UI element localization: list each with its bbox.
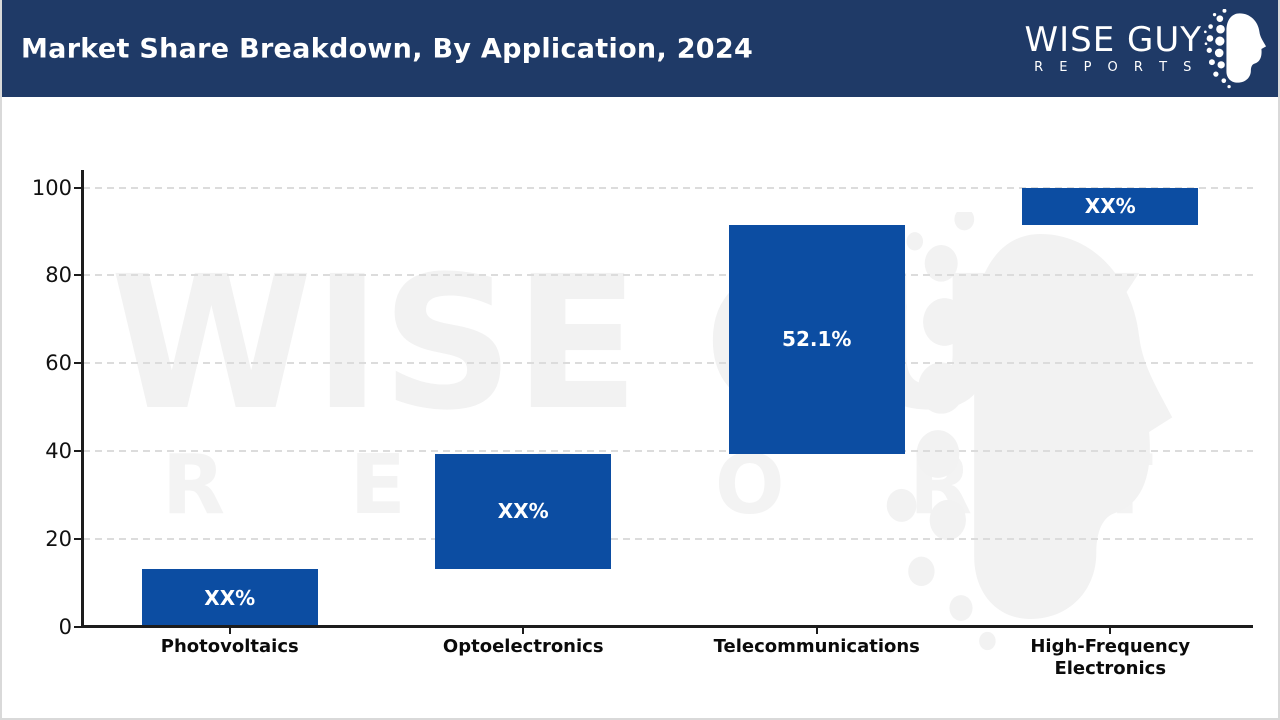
y-tick-mark [74, 362, 82, 365]
y-tick-label: 0 [58, 615, 72, 639]
y-tick-mark [74, 186, 82, 189]
bar-value-label: XX% [497, 498, 549, 523]
x-axis-label: High-Frequency Electronics [1030, 636, 1191, 679]
logo-wordmark: WISE GUY [1024, 20, 1202, 61]
gridline [83, 450, 1253, 453]
x-tick-mark [522, 627, 525, 634]
wiseguy-face-icon [1204, 9, 1267, 89]
bar-value-label: 52.1% [782, 326, 852, 351]
bar-value-label: XX% [1084, 193, 1136, 218]
x-tick-mark [815, 627, 818, 634]
wiseguy-logo: WISE GUY R E P O R T S [1024, 7, 1270, 91]
bar-value-label: XX% [204, 585, 256, 610]
gridline [83, 362, 1253, 365]
watermark-wordmark: WISE GUY [110, 237, 1138, 451]
gridline [83, 274, 1253, 277]
y-tick-label: 100 [31, 175, 72, 200]
x-axis-label: Telecommunications [713, 636, 920, 657]
x-axis-line [81, 625, 1253, 628]
x-tick-mark [228, 627, 231, 634]
page-title: Market Share Breakdown, By Application, … [21, 33, 754, 64]
bar [141, 568, 318, 627]
x-tick-mark [1109, 627, 1112, 634]
y-tick-label: 20 [45, 527, 72, 552]
y-tick-label: 80 [45, 263, 72, 288]
y-tick-mark [74, 274, 82, 277]
logo-subtitle: R E P O R T S [1034, 59, 1198, 75]
x-axis-label: Optoelectronics [442, 636, 604, 657]
y-tick-mark [74, 538, 82, 541]
gridline [83, 538, 1253, 541]
bar [1022, 187, 1199, 225]
watermark-face-icon [862, 212, 1173, 651]
logo-text: WISE GUY R E P O R T S [1024, 20, 1202, 75]
gridline [83, 186, 1253, 189]
x-axis-label: Photovoltaics [160, 636, 299, 657]
y-tick-mark [74, 626, 82, 628]
bar [728, 224, 905, 454]
bar [435, 453, 612, 569]
y-tick-label: 40 [45, 439, 72, 464]
y-axis-line [81, 170, 84, 627]
y-tick-mark [74, 450, 82, 453]
y-tick-label: 60 [45, 351, 72, 376]
header-bar: Market Share Breakdown, By Application, … [0, 0, 1280, 97]
